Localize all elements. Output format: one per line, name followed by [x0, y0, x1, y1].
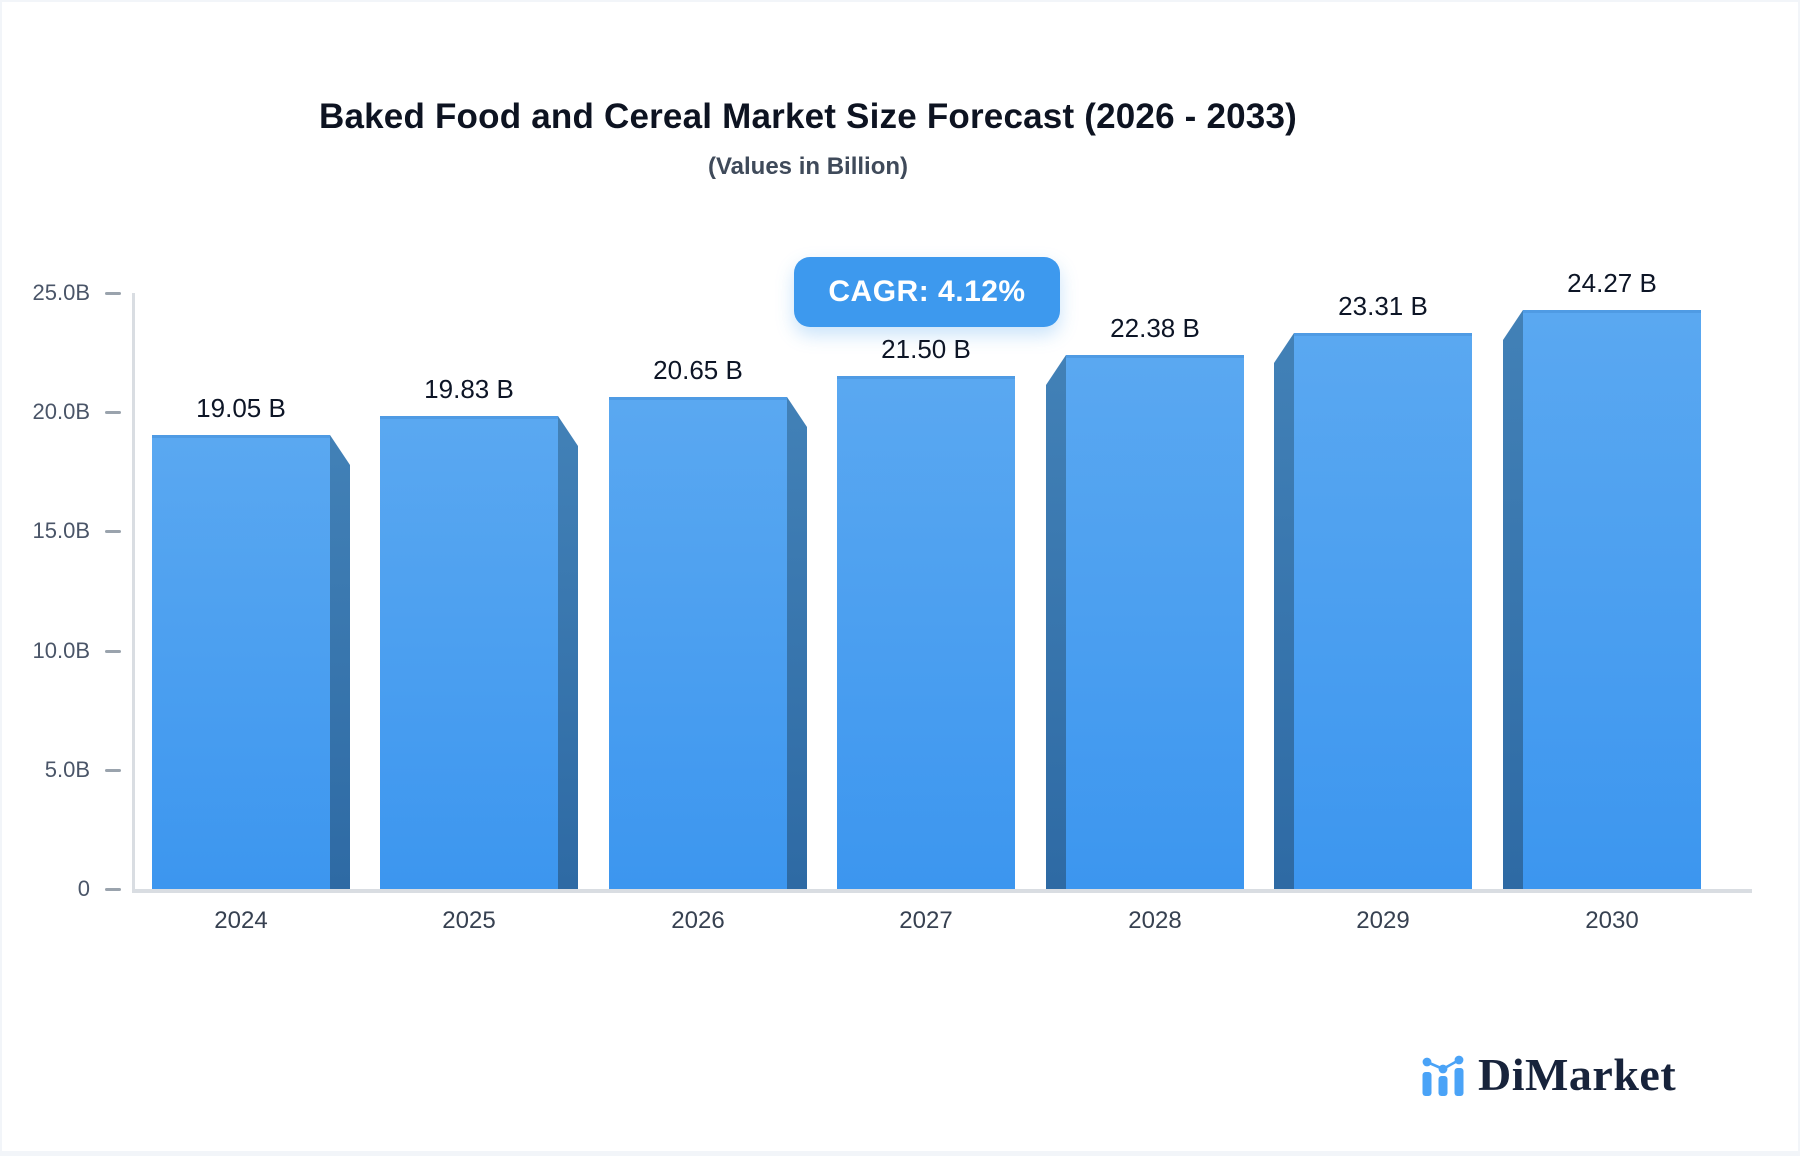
bar-2024	[152, 435, 330, 889]
x-axis-line	[132, 889, 1752, 893]
y-axis-line	[132, 293, 135, 892]
x-tick-label: 2024	[214, 907, 268, 934]
mini-bar-chart-icon	[1422, 1055, 1464, 1096]
bar-value-label: 20.65 B	[653, 355, 743, 385]
dimarket-logo[interactable]: DiMarket	[1420, 1048, 1676, 1101]
dimarket-logo-text: DiMarket	[1478, 1049, 1677, 1100]
y-tick-dash	[105, 888, 121, 891]
bar-2027	[837, 376, 1015, 889]
cagr-badge-label: CAGR: 4.12%	[828, 275, 1026, 308]
bar-side-2025	[558, 416, 578, 889]
x-tick-label: 2028	[1128, 907, 1182, 934]
page-subtitle: (Values in Billion)	[707, 153, 909, 180]
x-tick-label: 2026	[671, 907, 725, 934]
bar-value-label: 19.05 B	[196, 393, 286, 423]
y-tick-label: 15.0B	[32, 518, 91, 543]
bar-2028	[1066, 355, 1244, 889]
bar-side-2029	[1274, 333, 1294, 889]
y-tick-dash	[105, 650, 121, 653]
cagr-badge: CAGR: 4.12%	[794, 257, 1060, 327]
bar-value-label: 22.38 B	[1110, 313, 1200, 343]
bar-side-2028	[1046, 355, 1066, 889]
y-tick-label: 25.0B	[32, 280, 91, 305]
bar-value-label: 23.31 B	[1338, 291, 1428, 321]
x-tick-label: 2025	[442, 907, 496, 934]
y-tick-label: 0	[77, 876, 90, 901]
y-tick-dash	[105, 411, 121, 414]
bar-2026	[609, 397, 787, 889]
bar-2030	[1523, 310, 1701, 889]
bar-side-2024	[330, 435, 350, 889]
y-tick-label: 20.0B	[32, 399, 91, 424]
y-tick-dash	[105, 769, 121, 772]
bar-value-label: 24.27 B	[1567, 268, 1657, 298]
bar-value-label: 19.83 B	[424, 374, 514, 404]
y-tick-dash	[105, 292, 121, 295]
bar-value-label: 21.50 B	[881, 334, 971, 364]
bar-side-2030	[1503, 310, 1523, 889]
x-tick-label: 2029	[1356, 907, 1410, 934]
x-tick-label: 2030	[1585, 907, 1639, 934]
page-title: Baked Food and Cereal Market Size Foreca…	[319, 97, 1297, 136]
chart-header: Baked Food and Cereal Market Size Foreca…	[2, 97, 1614, 181]
y-tick-dash	[105, 530, 121, 533]
bar-2029	[1294, 333, 1472, 889]
bar-2025	[380, 416, 558, 889]
x-tick-label: 2027	[899, 907, 953, 934]
y-tick-label: 10.0B	[32, 638, 91, 663]
bar-side-2026	[787, 397, 807, 889]
y-tick-label: 5.0B	[44, 757, 90, 782]
